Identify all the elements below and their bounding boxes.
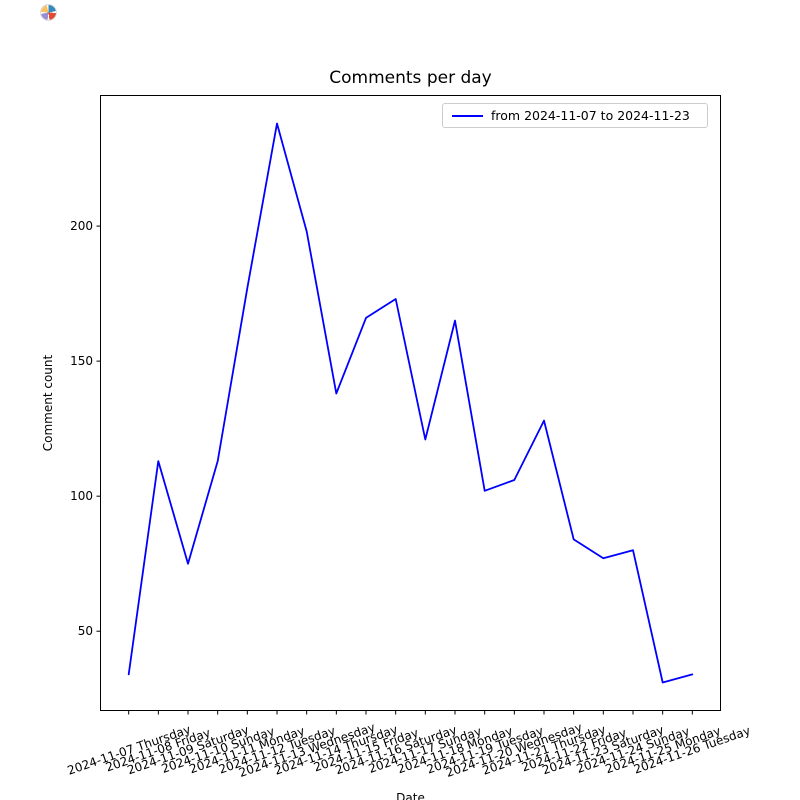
y-tick-marks [96, 225, 101, 632]
legend: from 2024-11-07 to 2024-11-23 [442, 103, 708, 128]
axes-frame [100, 95, 721, 711]
matplotlib-logo-icon [40, 4, 57, 21]
legend-line-swatch [452, 114, 483, 117]
legend-label: from 2024-11-07 to 2024-11-23 [491, 108, 690, 123]
y-tick-label: 100 [70, 489, 93, 504]
chart-title: Comments per day [329, 68, 492, 88]
y-axis-title: Comment count [41, 354, 55, 452]
x-axis-title: Date [396, 791, 425, 800]
y-tick-label: 150 [70, 354, 93, 369]
y-tick-label: 200 [70, 219, 93, 234]
y-tick-label: 50 [77, 624, 93, 639]
x-tick-marks [128, 710, 693, 715]
comments-line-series [127, 122, 694, 684]
